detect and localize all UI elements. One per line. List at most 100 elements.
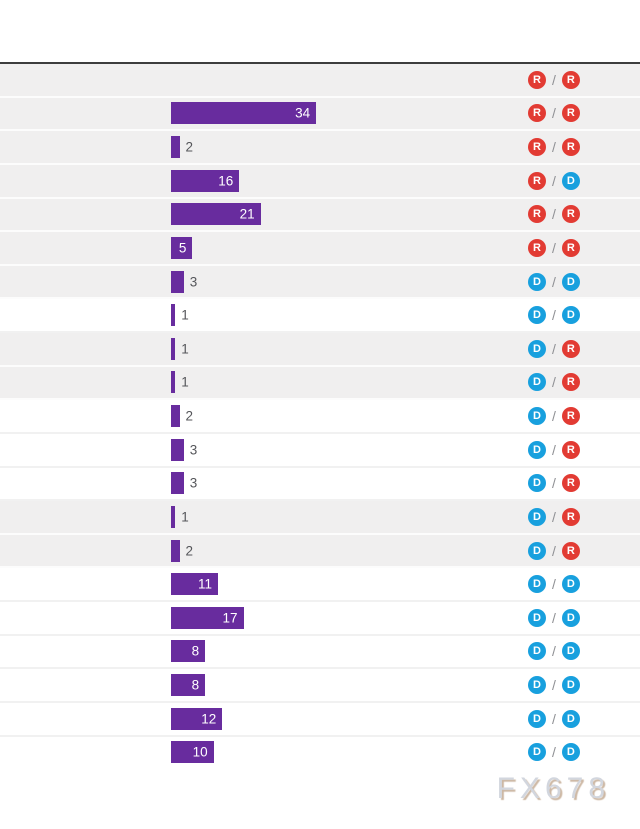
party-badge-second: R (561, 407, 580, 426)
party-badge-second: D (561, 642, 580, 661)
bar-area: 3 (171, 434, 500, 466)
chart-row: 2 R / R (0, 131, 640, 165)
value-label: 2 (185, 408, 194, 424)
chart-row: 3 D / R (0, 467, 640, 502)
party-badges: D / D (528, 608, 580, 627)
bar-area: 16 (171, 165, 500, 197)
bar-area: 5 (171, 232, 500, 264)
badge-separator: / (552, 744, 556, 761)
party-badge-first: D (528, 676, 546, 695)
badge-separator: / (552, 677, 556, 694)
party-badge-first: D (528, 507, 546, 526)
party-badge-second: R (561, 138, 580, 157)
value-bar: 10 (171, 741, 214, 764)
bar-area: 17 (171, 602, 500, 634)
badge-separator: / (552, 408, 556, 425)
badge-separator: / (552, 307, 556, 324)
party-badges: D / D (528, 642, 580, 661)
value-bar (171, 337, 176, 360)
bar-area: 2 (171, 131, 500, 163)
party-badges: D / R (528, 507, 580, 526)
party-badge-second: R (561, 541, 580, 560)
value-label: 12 (201, 711, 217, 727)
party-badge-second: D (561, 743, 580, 762)
badge-separator: / (552, 542, 556, 559)
value-label: 10 (192, 744, 208, 760)
party-badge-second: D (561, 608, 580, 627)
party-badge-second: R (561, 440, 580, 459)
chart-row: 2 D / R (0, 400, 640, 434)
party-badge-first: R (528, 70, 546, 89)
party-badges: D / R (528, 373, 580, 392)
badge-separator: / (552, 441, 556, 458)
party-badge-second: R (561, 70, 580, 89)
value-bar (171, 136, 180, 159)
party-badge-first: D (528, 608, 546, 627)
value-bar (171, 405, 180, 428)
value-bar (171, 304, 176, 327)
bar-area: 2 (171, 535, 500, 567)
party-badges: D / D (528, 306, 580, 325)
value-label: 17 (222, 610, 238, 626)
value-bar: 34 (171, 102, 317, 125)
badge-separator: / (552, 576, 556, 593)
chart-row: 1 D / R (0, 366, 640, 401)
chart-row: 10 D / D (0, 736, 640, 771)
party-badges: D / D (528, 743, 580, 762)
value-bar: 11 (171, 573, 218, 596)
party-badges: D / R (528, 474, 580, 493)
value-label: 5 (178, 240, 187, 256)
party-badge-second: D (561, 171, 580, 190)
badge-separator: / (552, 206, 556, 223)
party-badges: D / D (528, 709, 580, 728)
watermark: FX678 (496, 772, 610, 805)
badge-separator: / (552, 374, 556, 391)
bar-area: 1 (171, 501, 500, 533)
party-badge-first: D (528, 339, 546, 358)
bar-area: 34 (171, 98, 500, 130)
bar-area: 3 (171, 468, 500, 500)
chart-row: 8 D / D (0, 635, 640, 670)
value-label: 8 (191, 643, 200, 659)
value-bar: 17 (171, 606, 244, 629)
value-bar (171, 505, 176, 528)
party-badge-first: D (528, 306, 546, 325)
party-badge-first: R (528, 138, 546, 157)
chart-row: 34 R / R (0, 97, 640, 132)
party-badge-first: D (528, 272, 546, 291)
value-label: 1 (181, 341, 189, 357)
bar-area: 8 (171, 669, 500, 701)
chart-row: 3 D / D (0, 265, 640, 300)
value-label: 3 (189, 274, 198, 290)
party-badge-second: R (561, 339, 580, 358)
party-badge-second: R (561, 373, 580, 392)
party-badge-second: R (561, 507, 580, 526)
value-label: 11 (197, 576, 212, 592)
party-badges: R / R (528, 205, 580, 224)
party-badge-second: D (561, 676, 580, 695)
value-bar (171, 539, 180, 562)
chart-row: 11 D / D (0, 568, 640, 602)
party-badge-first: R (528, 171, 546, 190)
value-bar (171, 270, 184, 293)
party-badge-first: D (528, 743, 546, 762)
badge-separator: / (552, 172, 556, 189)
bar-area: 21 (171, 199, 500, 231)
party-badge-second: D (561, 709, 580, 728)
party-badges: R / R (528, 138, 580, 157)
badge-separator: / (552, 643, 556, 660)
chart-row: 3 D / R (0, 433, 640, 468)
value-bar (171, 371, 176, 394)
badge-separator: / (552, 508, 556, 525)
party-badges: R / R (528, 104, 580, 123)
party-badge-first: D (528, 373, 546, 392)
value-label: 1 (181, 307, 189, 323)
value-label: 21 (239, 206, 255, 222)
value-bar (171, 438, 184, 461)
party-badges: D / R (528, 440, 580, 459)
badge-separator: / (552, 139, 556, 156)
party-badge-second: D (561, 306, 580, 325)
badge-separator: / (552, 71, 556, 88)
badge-separator: / (552, 609, 556, 626)
party-badge-second: D (561, 575, 580, 594)
